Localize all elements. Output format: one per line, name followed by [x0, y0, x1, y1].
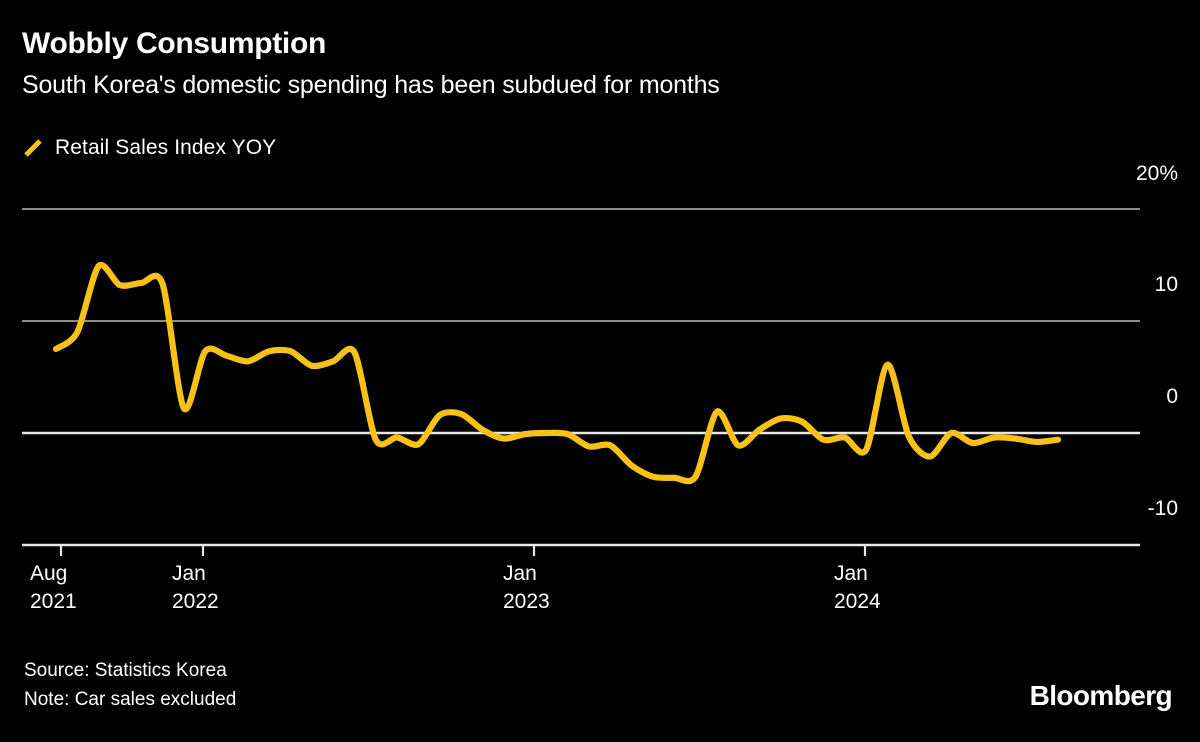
y-tick-label-neg10: -10 [1147, 497, 1178, 520]
x-tick-month-2: Jan [503, 562, 537, 585]
x-tick-year-3: 2024 [834, 589, 881, 613]
legend-item-label: Retail Sales Index YOY [55, 136, 277, 159]
plot-area: 20% 10 0 -10 [0, 162, 1200, 560]
bloomberg-logo: Bloomberg [1029, 680, 1173, 711]
x-tick-month-3: Jan [834, 562, 868, 585]
line-chart-svg [22, 208, 1140, 556]
footer-notes: Source: Statistics Korea Note: Car sales… [24, 657, 236, 714]
y-tick-label-20: 20% [1135, 162, 1178, 185]
source-line: Source: Statistics Korea [24, 660, 227, 681]
note-line: Note: Car sales excluded [24, 688, 237, 710]
x-tick-label-3: Jan 2024 [834, 560, 881, 615]
chart-legend: Retail Sales Index YOY [22, 136, 276, 160]
y-tick-label-10: 10 [1154, 273, 1178, 296]
x-tick-year-0: 2021 [30, 589, 77, 613]
x-axis-labels: Aug 2021 Jan 2022 Jan 2023 Jan 2024 [0, 560, 1200, 640]
x-tick-label-2: Jan 2023 [503, 560, 550, 615]
legend-item-retail-sales[interactable]: Retail Sales Index YOY [22, 136, 276, 160]
x-tick-year-1: 2022 [172, 589, 219, 613]
x-tick-year-2: 2023 [503, 589, 550, 613]
chart-subtitle: South Korea's domestic spending has been… [22, 70, 720, 99]
x-tick-month-1: Jan [172, 562, 206, 585]
y-tick-label-0: 0 [1166, 385, 1178, 408]
series-line-retail-sales-index-yoy [52, 261, 1062, 485]
page-title: Wobbly Consumption [22, 27, 327, 60]
x-axis-line-group [22, 543, 1140, 556]
series-paths-group [52, 261, 1062, 485]
x-tick-label-1: Jan 2022 [172, 560, 219, 615]
chart-header: Wobbly Consumption South Korea's domesti… [22, 26, 1180, 101]
x-tick-month-0: Aug [30, 562, 68, 585]
slash-marker-icon [24, 139, 42, 157]
x-tick-label-0: Aug 2021 [30, 560, 77, 615]
gridlines-group [22, 208, 1140, 322]
